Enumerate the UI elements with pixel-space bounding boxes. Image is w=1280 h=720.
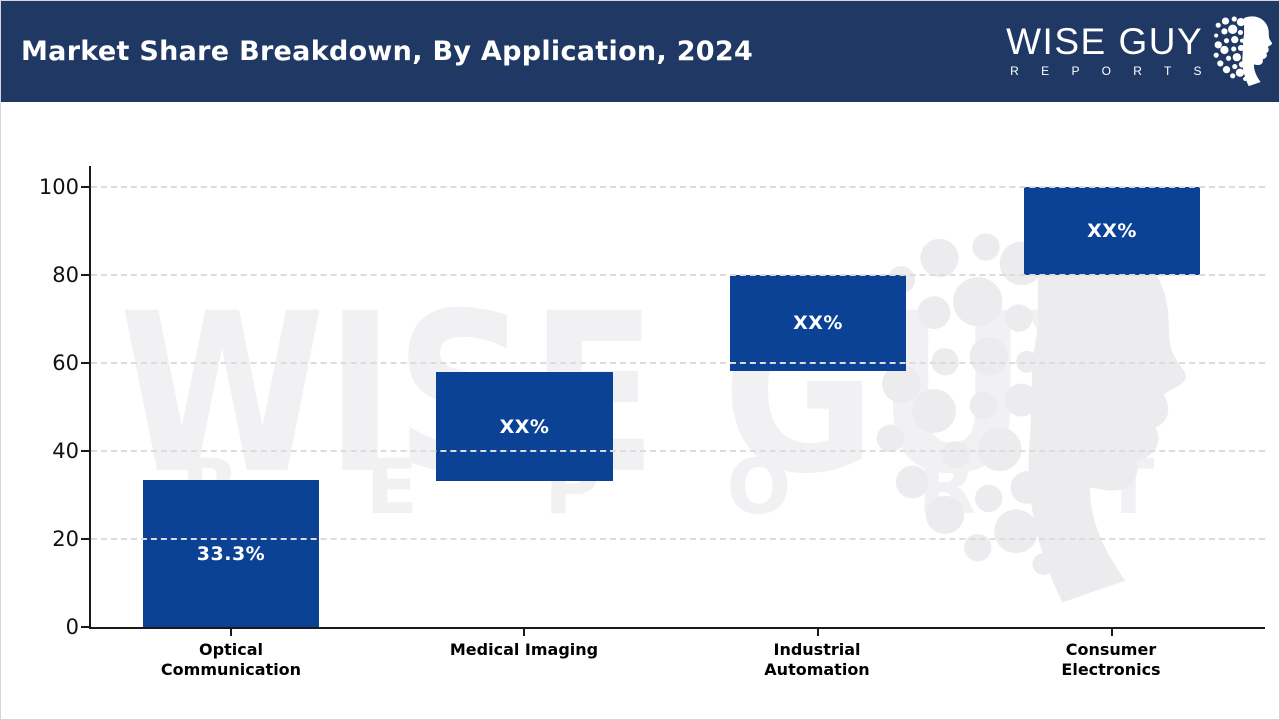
gridline-40 [91, 450, 1265, 452]
logo-name: WISE GUY [1006, 20, 1204, 62]
bar-medical-imaging: XX% [436, 372, 613, 481]
y-tick-mark [81, 450, 89, 452]
y-tick-label: 100 [38, 175, 79, 199]
y-tick-mark [81, 274, 89, 276]
y-tick-mark [81, 186, 89, 188]
y-tick-label: 20 [52, 527, 79, 551]
y-tick-label: 0 [65, 615, 79, 639]
bar-optical-communication: 33.3% [143, 480, 319, 627]
category-label-line: Medical Imaging [449, 640, 599, 659]
x-tick-mark [230, 629, 232, 636]
logo-tagline: R E P O R T S [1010, 63, 1211, 78]
bar-value-label: 33.3% [196, 542, 266, 565]
gridline-20 [91, 538, 1265, 540]
bar-consumer-electronics: XX% [1024, 187, 1200, 275]
bar-industrial-automation: XX% [730, 275, 906, 371]
y-tick-label: 40 [52, 439, 79, 463]
header-bar: Market Share Breakdown, By Application, … [1, 1, 1279, 102]
watermark-head-icon [863, 219, 1191, 603]
y-tick-mark [81, 538, 89, 540]
gridline-80 [91, 274, 1265, 276]
category-label-medical-imaging: Medical Imaging [414, 640, 634, 660]
x-tick-mark [1111, 629, 1113, 636]
gridline-60 [91, 362, 1265, 364]
y-tick-mark [81, 362, 89, 364]
bar-value-label: XX% [499, 415, 550, 438]
y-tick-label: 60 [52, 351, 79, 375]
y-tick-mark [81, 626, 89, 628]
category-label-consumer-electronics: Consumer Electronics [1001, 640, 1221, 680]
category-label-line: Automation [764, 660, 870, 679]
gridline-100 [91, 186, 1265, 188]
category-label-industrial-automation: Industrial Automation [707, 640, 927, 680]
dotted-head-icon [1211, 8, 1273, 92]
wise-guy-logo: WISE GUY R E P O R T S [1006, 8, 1273, 92]
category-label-optical-communication: Optical Communication [121, 640, 341, 680]
bar-value-label: XX% [793, 312, 843, 334]
category-label-line: Consumer [1065, 640, 1157, 659]
page-title: Market Share Breakdown, By Application, … [21, 36, 754, 67]
category-label-line: Optical [199, 640, 263, 659]
category-label-line: Communication [160, 660, 302, 679]
bar-value-label: XX% [1087, 220, 1137, 242]
x-tick-mark [523, 629, 525, 636]
x-axis-line [89, 627, 1265, 629]
logo-text: WISE GUY R E P O R T S [1006, 23, 1211, 78]
y-axis-line [89, 166, 91, 629]
category-label-line: Industrial [773, 640, 861, 659]
y-tick-label: 80 [52, 263, 79, 287]
category-label-line: Electronics [1061, 660, 1161, 679]
x-tick-mark [817, 629, 819, 636]
